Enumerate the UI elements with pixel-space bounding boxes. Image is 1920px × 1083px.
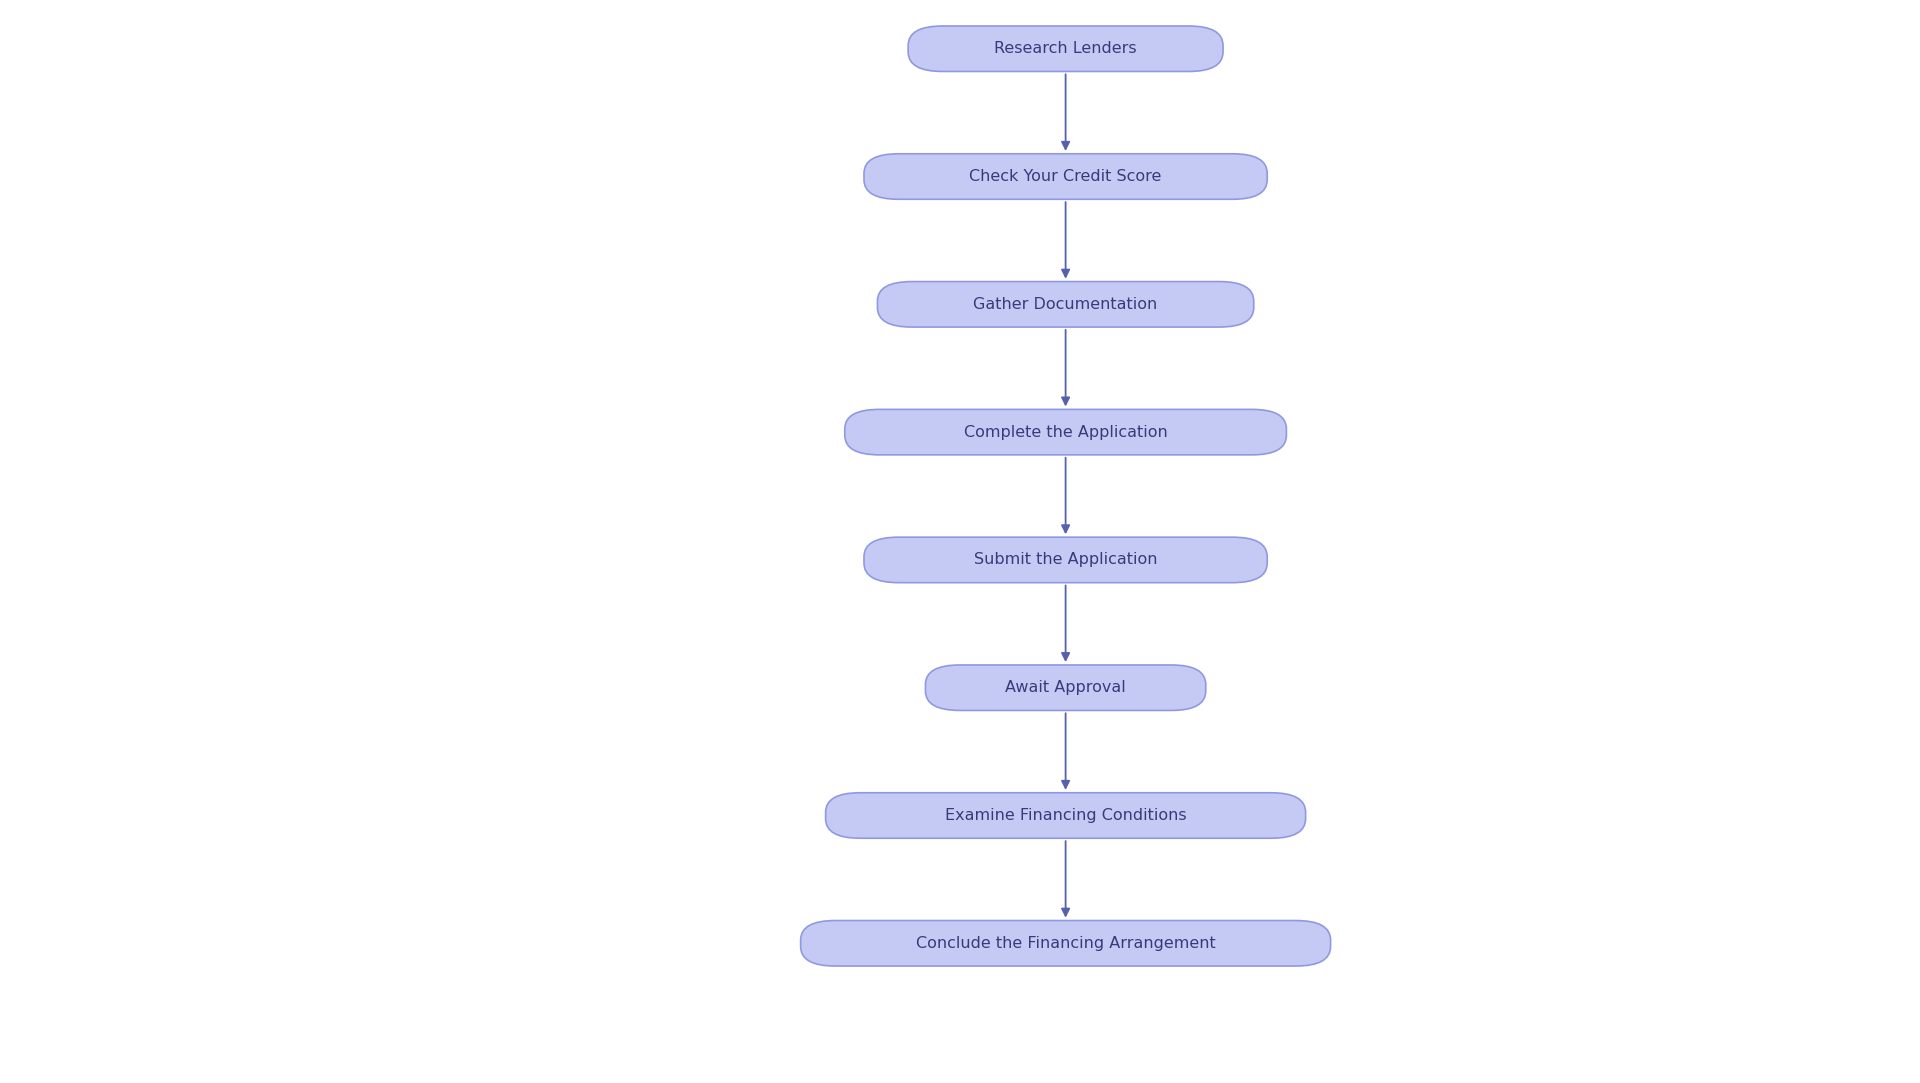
Text: Research Lenders: Research Lenders — [995, 41, 1137, 56]
FancyBboxPatch shape — [801, 921, 1331, 966]
FancyBboxPatch shape — [864, 537, 1267, 583]
FancyBboxPatch shape — [826, 793, 1306, 838]
FancyBboxPatch shape — [908, 26, 1223, 71]
Text: Conclude the Financing Arrangement: Conclude the Financing Arrangement — [916, 936, 1215, 951]
Text: Submit the Application: Submit the Application — [973, 552, 1158, 567]
Text: Gather Documentation: Gather Documentation — [973, 297, 1158, 312]
FancyBboxPatch shape — [877, 282, 1254, 327]
FancyBboxPatch shape — [925, 665, 1206, 710]
Text: Complete the Application: Complete the Application — [964, 425, 1167, 440]
FancyBboxPatch shape — [845, 409, 1286, 455]
Text: Examine Financing Conditions: Examine Financing Conditions — [945, 808, 1187, 823]
Text: Check Your Credit Score: Check Your Credit Score — [970, 169, 1162, 184]
FancyBboxPatch shape — [864, 154, 1267, 199]
Text: Await Approval: Await Approval — [1006, 680, 1125, 695]
